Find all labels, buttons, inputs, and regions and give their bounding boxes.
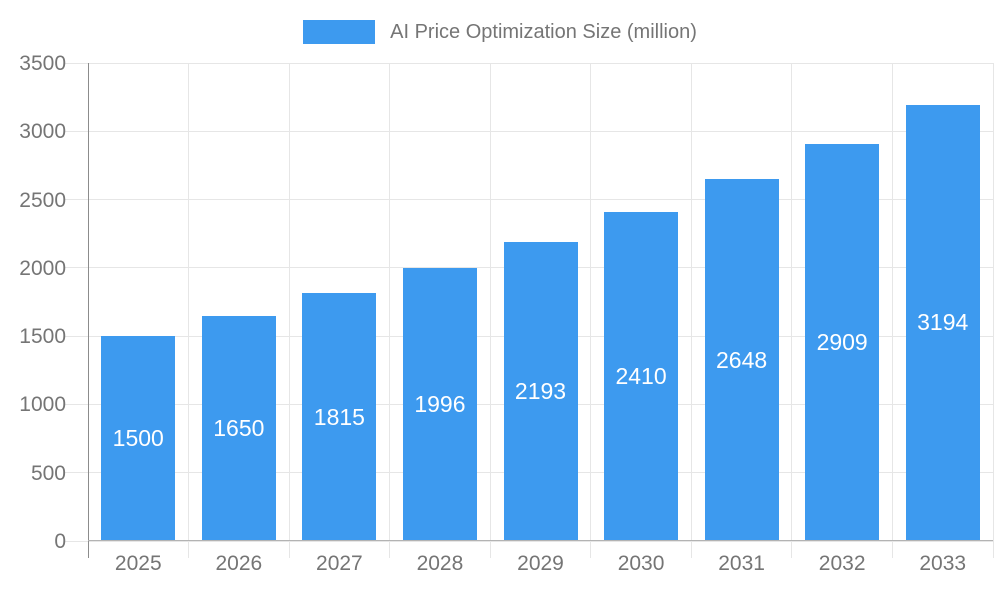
y-axis-tick	[65, 199, 88, 201]
bar-value-label: 2648	[716, 346, 768, 373]
vertical-gridline	[288, 63, 290, 541]
horizontal-gridline	[88, 199, 993, 201]
horizontal-gridline	[88, 540, 993, 542]
bar-2030[interactable]: 2410	[604, 211, 679, 541]
x-axis-label-2026: 2026	[215, 552, 263, 575]
bar-value-label: 3194	[917, 309, 969, 336]
y-axis-label: 0	[54, 530, 66, 553]
y-axis-label: 1000	[19, 393, 66, 417]
bar-2025[interactable]: 1500	[101, 336, 176, 541]
x-axis-label-2025: 2025	[114, 552, 162, 575]
horizontal-gridline	[88, 62, 993, 64]
y-axis-line	[88, 63, 89, 558]
x-axis-tick	[791, 541, 793, 558]
x-axis-label-2027: 2027	[316, 552, 363, 575]
y-axis-tick	[65, 62, 88, 64]
bar-2026[interactable]: 1650	[201, 315, 276, 541]
y-axis-tick	[65, 267, 88, 269]
bar-2027[interactable]: 1815	[302, 293, 377, 541]
y-axis-label: 3000	[19, 120, 66, 144]
x-axis-tick	[891, 541, 893, 558]
vertical-gridline	[690, 63, 692, 541]
vertical-gridline	[590, 63, 592, 541]
x-axis-tick	[288, 541, 290, 558]
bar-value-label: 1650	[213, 414, 265, 441]
y-axis-label: 2000	[19, 256, 66, 280]
bar-value-label: 1996	[414, 391, 466, 418]
horizontal-gridline	[88, 130, 993, 132]
x-axis-tick	[389, 541, 391, 558]
vertical-gridline	[791, 63, 793, 541]
y-axis-tick	[65, 540, 88, 542]
x-axis-line	[88, 540, 993, 541]
x-axis-label-2033: 2033	[919, 552, 967, 575]
vertical-gridline	[891, 63, 893, 541]
bar-2029[interactable]: 2193	[503, 241, 578, 541]
vertical-gridline	[489, 63, 491, 541]
bar-value-label: 2193	[514, 377, 567, 404]
bar-value-label: 2410	[615, 362, 667, 389]
x-axis-label-2028: 2028	[416, 552, 464, 575]
bar-2033[interactable]: 3194	[905, 104, 980, 541]
y-axis-tick	[65, 335, 88, 337]
x-axis-label-2031: 2031	[718, 552, 765, 575]
vertical-gridline	[389, 63, 391, 541]
bar-2031[interactable]: 2648	[704, 179, 779, 541]
bar-value-label: 1500	[112, 425, 164, 452]
x-axis-tick	[590, 541, 592, 558]
x-axis-label-2032: 2032	[818, 552, 866, 575]
y-axis-label: 2500	[19, 188, 66, 212]
y-axis-label: 500	[30, 461, 66, 485]
legend-item[interactable]: AI Price Optimization Size (million)	[303, 20, 697, 44]
x-axis-tick	[690, 541, 692, 558]
x-axis-tick	[489, 541, 491, 558]
x-axis-tick	[188, 541, 190, 558]
legend-color-swatch	[303, 20, 376, 44]
bar-2032[interactable]: 2909	[805, 143, 880, 541]
x-axis-label-2029: 2029	[517, 552, 564, 575]
x-axis-tick	[992, 541, 994, 558]
x-axis-label-2030: 2030	[617, 552, 665, 575]
y-axis-tick	[65, 130, 88, 132]
plot-area: 1500 1650 1815 1996 2193 2410 2648 2909 3194	[65, 62, 994, 558]
legend: AI Price Optimization Size (million)	[0, 20, 1000, 44]
bar-value-label: 2909	[816, 328, 868, 355]
y-axis-tick	[65, 403, 88, 405]
bar-value-label: 1815	[313, 403, 365, 430]
y-axis-label: 3500	[19, 52, 66, 75]
bar-2028[interactable]: 1996	[402, 268, 477, 541]
vertical-gridline	[188, 63, 190, 541]
y-axis-label: 1500	[19, 325, 66, 349]
vertical-gridline	[992, 63, 994, 541]
y-axis-tick	[65, 472, 88, 474]
legend-label: AI Price Optimization Size (million)	[390, 20, 697, 43]
